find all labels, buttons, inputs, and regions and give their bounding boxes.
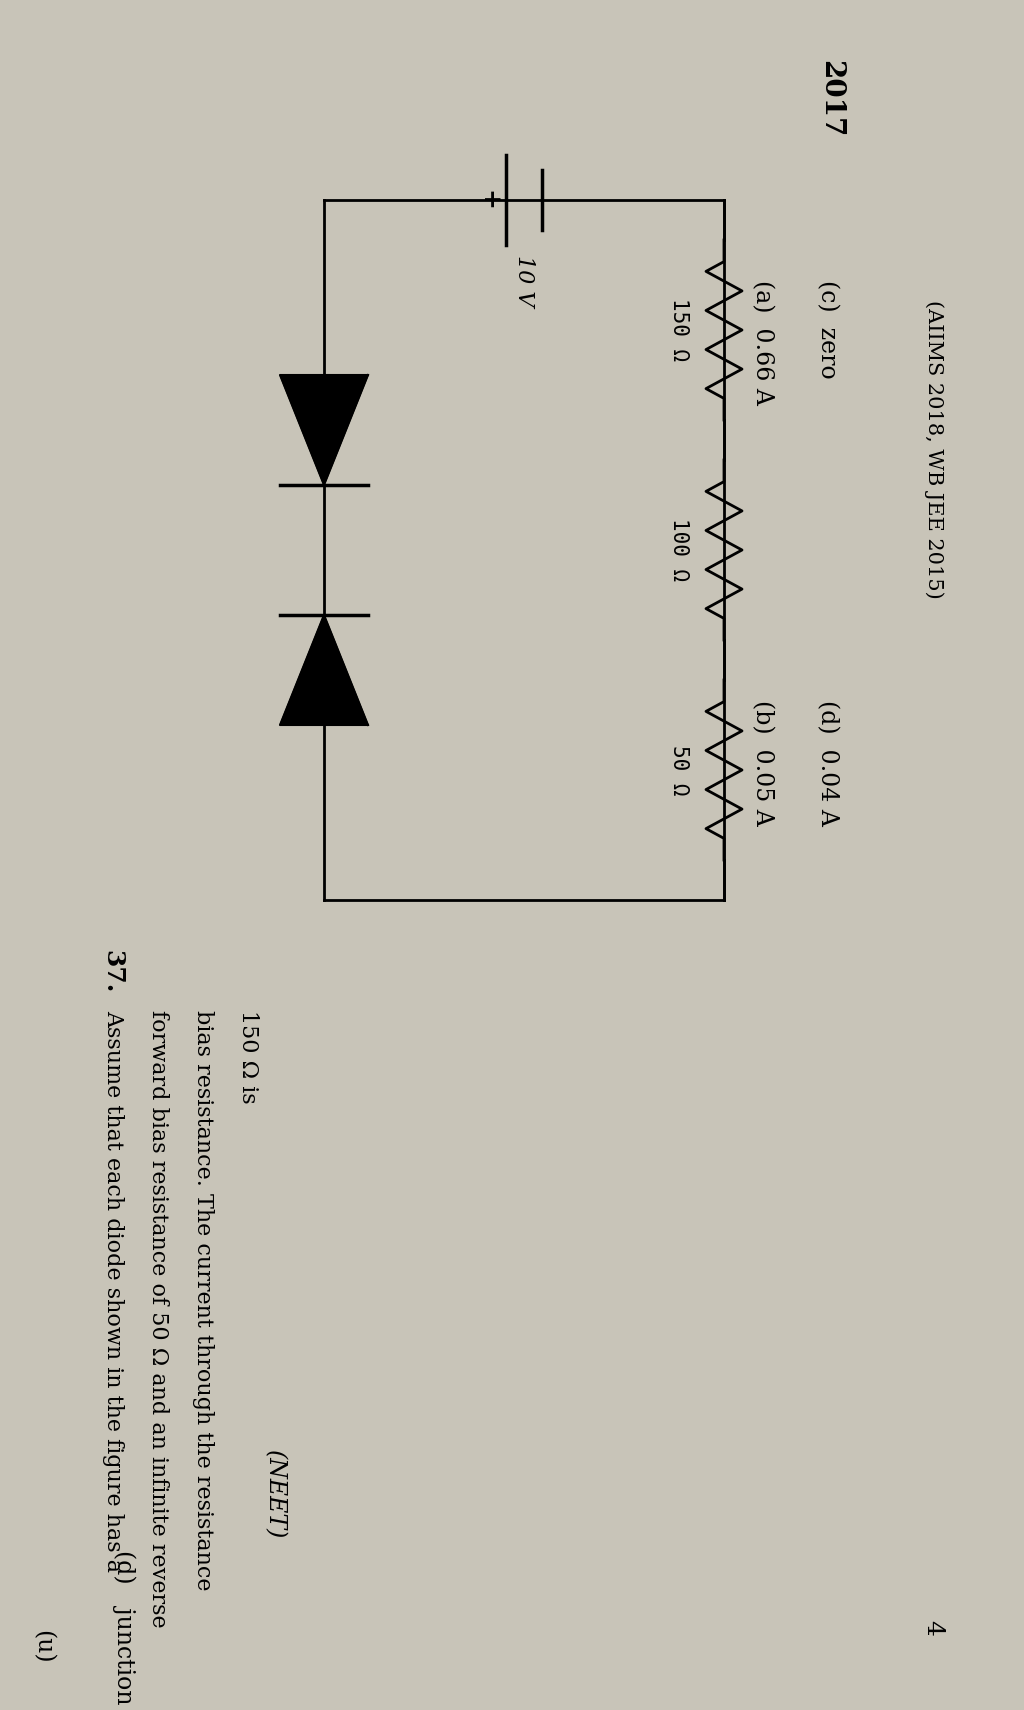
Text: 2017: 2017 <box>817 60 844 137</box>
Text: (a)  0.66 A: (a) 0.66 A <box>751 280 774 405</box>
Text: 150 Ω: 150 Ω <box>669 299 689 361</box>
Text: (u): (u) <box>31 1630 54 1664</box>
Text: (d) junction: (d) junction <box>113 1549 136 1705</box>
Text: 37.: 37. <box>100 951 124 994</box>
Text: (NEET): (NEET) <box>262 1450 286 1539</box>
Text: 100 Ω: 100 Ω <box>669 518 689 581</box>
Text: 50 Ω: 50 Ω <box>669 746 689 795</box>
Text: (AIIMS 2018, WB JEE 2015): (AIIMS 2018, WB JEE 2015) <box>925 299 944 598</box>
Text: Assume that each diode shown in the figure has a: Assume that each diode shown in the figu… <box>102 1011 124 1571</box>
Text: forward bias resistance of 50 Ω and an infinite reverse: forward bias resistance of 50 Ω and an i… <box>147 1011 169 1628</box>
Polygon shape <box>280 616 368 725</box>
Text: (b)  0.05 A: (b) 0.05 A <box>751 699 774 826</box>
Text: 150 Ω is: 150 Ω is <box>237 1011 259 1103</box>
Text: +: + <box>476 190 500 210</box>
Text: 4: 4 <box>921 1619 944 1636</box>
Text: 10 V: 10 V <box>513 255 535 306</box>
Text: (d)  0.04 A: (d) 0.04 A <box>816 699 839 826</box>
Text: (c)  zero: (c) zero <box>816 280 839 378</box>
Text: bias resistance. The current through the resistance: bias resistance. The current through the… <box>191 1011 214 1590</box>
Polygon shape <box>280 374 368 486</box>
